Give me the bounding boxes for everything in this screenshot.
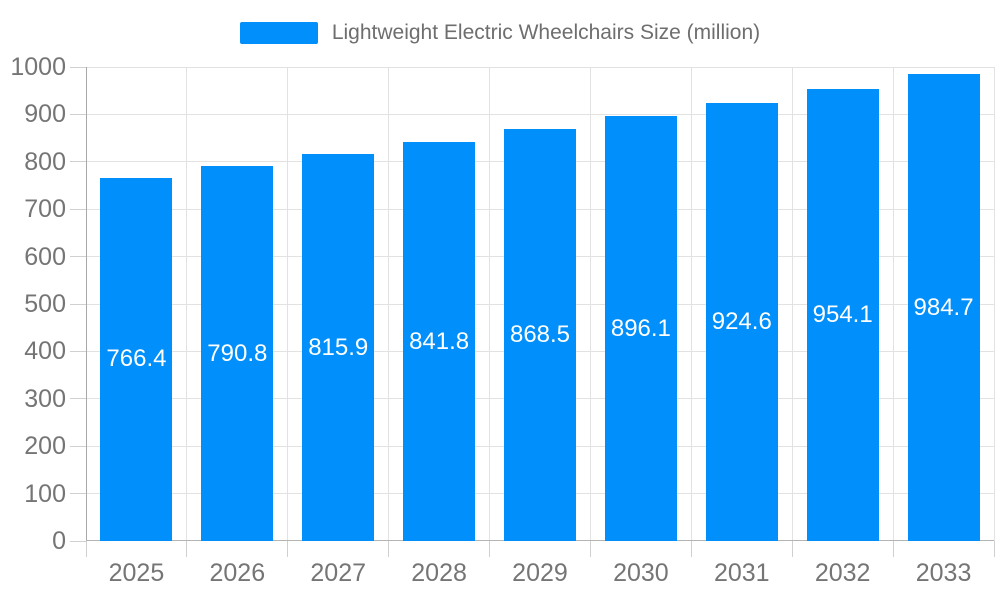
y-axis-tick [70, 350, 86, 352]
bar[interactable]: 868.5 [504, 129, 576, 541]
y-axis-line [86, 67, 87, 541]
y-axis-label: 500 [24, 290, 66, 318]
x-axis-tick [690, 541, 692, 557]
y-axis-label: 800 [24, 147, 66, 176]
y-axis-label: 700 [24, 195, 66, 224]
x-axis-tick [993, 541, 995, 557]
y-axis-label: 600 [24, 242, 66, 271]
x-axis-label: 2026 [209, 559, 266, 587]
bar[interactable]: 841.8 [403, 142, 476, 541]
x-gridline [690, 67, 692, 541]
x-axis-label: 2029 [512, 559, 568, 587]
bar[interactable]: 954.1 [806, 88, 879, 541]
x-gridline [892, 67, 894, 541]
bar[interactable]: 896.1 [604, 116, 677, 541]
x-axis-tick [186, 541, 188, 557]
y-axis-label: 300 [24, 384, 66, 413]
plot-area: 0 100 200 300 400 500 600 700 800 900 1000 766.4 202… [10, 55, 995, 586]
y-axis-label: 100 [24, 479, 66, 508]
x-axis-label: 2031 [713, 559, 770, 587]
y-axis-tick [70, 66, 86, 68]
bar[interactable]: 790.8 [201, 166, 274, 541]
x-axis-tick [791, 541, 793, 557]
y-axis-tick [70, 540, 86, 542]
y-gridline [86, 66, 994, 68]
chart-legend: Lightweight Electric Wheelchairs Size (m… [0, 20, 1000, 45]
x-gridline [791, 67, 793, 541]
bar[interactable]: 815.9 [302, 154, 375, 541]
y-axis-tick [70, 208, 86, 210]
x-axis-tick [589, 541, 591, 557]
y-axis-label: 900 [24, 100, 66, 129]
y-axis-tick [70, 113, 86, 115]
y-axis-tick [70, 445, 86, 447]
x-axis-tick [85, 541, 87, 557]
y-axis-tick [70, 256, 86, 258]
x-axis-tick [892, 541, 894, 557]
y-axis-label: 400 [24, 337, 66, 366]
y-axis-label: 200 [24, 432, 66, 461]
bar-value-label: 815.9 [308, 333, 369, 361]
bar-value-label: 868.5 [509, 321, 571, 349]
x-axis-label: 2028 [411, 559, 467, 587]
x-axis-label: 2032 [814, 559, 871, 587]
bar-value-label: 984.7 [913, 293, 974, 321]
x-gridline [186, 67, 188, 541]
y-axis-tick [70, 493, 86, 495]
x-gridline [589, 67, 591, 541]
y-axis-label: 0 [52, 527, 66, 555]
y-axis-tick [70, 398, 86, 400]
y-axis-label: 1000 [10, 53, 66, 81]
x-gridline [489, 67, 491, 541]
bar-value-label: 766.4 [106, 345, 167, 373]
legend-swatch-icon [239, 21, 318, 44]
x-axis-tick [388, 541, 390, 557]
x-gridline [993, 67, 995, 541]
bar-value-label: 896.1 [610, 314, 671, 342]
x-axis-tick [489, 541, 491, 557]
bar[interactable]: 924.6 [705, 102, 778, 541]
legend-item[interactable]: Lightweight Electric Wheelchairs Size (m… [239, 20, 761, 45]
x-axis-label: 2030 [613, 559, 669, 587]
x-axis-label: 2027 [310, 559, 367, 587]
bar-value-label: 790.8 [207, 339, 268, 367]
bar-value-label: 954.1 [812, 300, 873, 328]
x-gridline [287, 67, 289, 541]
y-axis-tick [70, 303, 86, 305]
y-gridline [86, 113, 994, 115]
bar[interactable]: 984.7 [907, 74, 980, 541]
x-axis-label: 2033 [915, 559, 972, 587]
bar[interactable]: 766.4 [100, 177, 173, 541]
legend-series-label: Lightweight Electric Wheelchairs Size (m… [331, 21, 761, 44]
x-gridline [388, 67, 390, 541]
bar-value-label: 841.8 [409, 327, 470, 355]
bar-value-label: 924.6 [711, 307, 772, 335]
x-axis-tick [287, 541, 289, 557]
x-axis-label: 2025 [108, 559, 165, 587]
y-axis-tick [70, 161, 86, 163]
